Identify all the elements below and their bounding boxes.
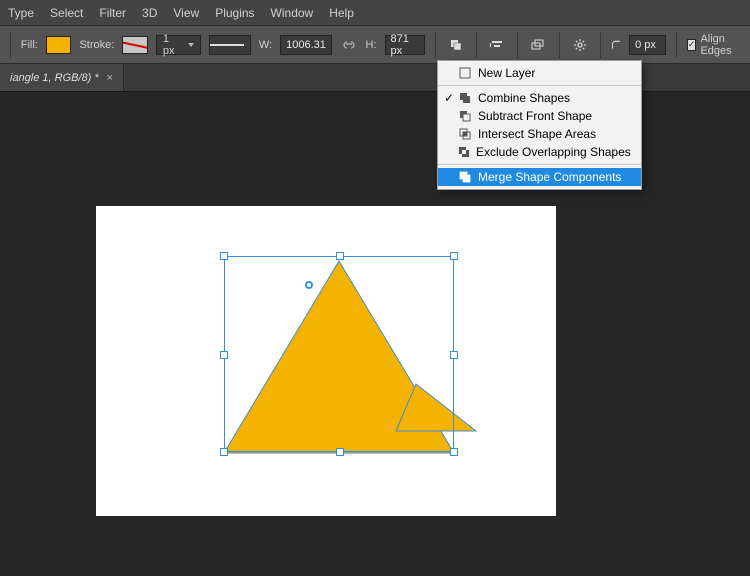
combine-shapes-icon (458, 91, 472, 105)
menu-item[interactable]: Filter (99, 6, 126, 20)
options-bar: Fill: Stroke: 1 px W: 1006.31 H: 871 px … (0, 26, 750, 64)
handle-s[interactable] (336, 448, 344, 456)
handle-sw[interactable] (220, 448, 228, 456)
chevron-down-icon (188, 43, 194, 47)
align-edges-checkbox[interactable]: Align Edges (687, 33, 742, 57)
menu-item-new-layer[interactable]: New Layer (438, 64, 641, 82)
menu-separator (438, 164, 641, 165)
merge-components-icon (458, 170, 472, 184)
menu-separator (438, 85, 641, 86)
handle-nw[interactable] (220, 252, 228, 260)
width-label: W: (259, 39, 272, 51)
document-tab-title: iangle 1, RGB/8) * (10, 72, 99, 84)
menu-item-subtract-front-shape[interactable]: Subtract Front Shape (438, 107, 641, 125)
menu-item[interactable]: View (173, 6, 199, 20)
menu-item-label: Intersect Shape Areas (478, 127, 596, 141)
handle-w[interactable] (220, 351, 228, 359)
menu-item-merge-shape-components[interactable]: Merge Shape Components (438, 168, 641, 186)
divider (476, 32, 477, 58)
handle-e[interactable] (450, 351, 458, 359)
align-edges-label: Align Edges (700, 33, 742, 57)
menu-item-combine-shapes[interactable]: ✓ Combine Shapes (438, 89, 641, 107)
exclude-icon (458, 145, 470, 159)
path-operations-menu: New Layer ✓ Combine Shapes Subtract Fron… (437, 60, 642, 190)
stroke-width-value: 1 px (163, 33, 180, 57)
menu-item-exclude-overlapping-shapes[interactable]: Exclude Overlapping Shapes (438, 143, 641, 161)
handle-se[interactable] (450, 448, 458, 456)
menu-item-label: New Layer (478, 66, 535, 80)
canvas[interactable] (96, 206, 556, 516)
stroke-label: Stroke: (79, 39, 114, 51)
divider (10, 32, 11, 58)
menubar: Type Select Filter 3D View Plugins Windo… (0, 0, 750, 26)
new-layer-icon (458, 66, 472, 80)
menu-item[interactable]: Help (329, 6, 354, 20)
menu-item-label: Merge Shape Components (478, 170, 621, 184)
document-tab[interactable]: iangle 1, RGB/8) * × (0, 64, 124, 91)
handle-ne[interactable] (450, 252, 458, 260)
height-label: H: (366, 39, 377, 51)
gear-icon[interactable] (569, 32, 590, 58)
menu-item[interactable]: Select (50, 6, 83, 20)
stroke-swatch[interactable] (122, 36, 148, 54)
checkmark-icon: ✓ (444, 91, 454, 105)
subtract-front-icon (458, 109, 472, 123)
link-icon[interactable] (340, 35, 358, 55)
height-field[interactable]: 871 px (385, 35, 425, 55)
line-preview-icon (210, 44, 244, 46)
stroke-width-dropdown[interactable]: 1 px (156, 35, 201, 55)
selection-bbox (224, 256, 454, 452)
menu-item[interactable]: 3D (142, 6, 157, 20)
intersect-icon (458, 127, 472, 141)
handle-n[interactable] (336, 252, 344, 260)
menu-item[interactable]: Type (8, 6, 34, 20)
menu-item-intersect-shape-areas[interactable]: Intersect Shape Areas (438, 125, 641, 143)
divider (435, 32, 436, 58)
path-operations-button[interactable] (445, 32, 466, 58)
path-arrangement-button[interactable] (528, 32, 549, 58)
menu-item-label: Exclude Overlapping Shapes (476, 145, 631, 159)
menu-item[interactable]: Plugins (215, 6, 254, 20)
fill-swatch[interactable] (46, 36, 72, 54)
divider (559, 32, 560, 58)
close-icon[interactable]: × (107, 72, 113, 84)
width-field[interactable]: 1006.31 (280, 35, 332, 55)
radius-field[interactable]: 0 px (629, 35, 666, 55)
divider (600, 32, 601, 58)
height-value: 871 px (391, 33, 419, 57)
menu-item[interactable]: Window (271, 6, 314, 20)
checkbox-icon (687, 39, 697, 51)
corner-radius-icon (611, 38, 621, 52)
divider (517, 32, 518, 58)
radius-value: 0 px (635, 39, 656, 51)
menu-item-label: Combine Shapes (478, 91, 570, 105)
path-alignment-button[interactable] (487, 32, 508, 58)
reference-point[interactable] (305, 281, 313, 289)
stroke-style-dropdown[interactable] (209, 35, 251, 55)
menu-item-label: Subtract Front Shape (478, 109, 592, 123)
fill-label: Fill: (21, 39, 38, 51)
width-value: 1006.31 (286, 39, 326, 51)
divider (676, 32, 677, 58)
